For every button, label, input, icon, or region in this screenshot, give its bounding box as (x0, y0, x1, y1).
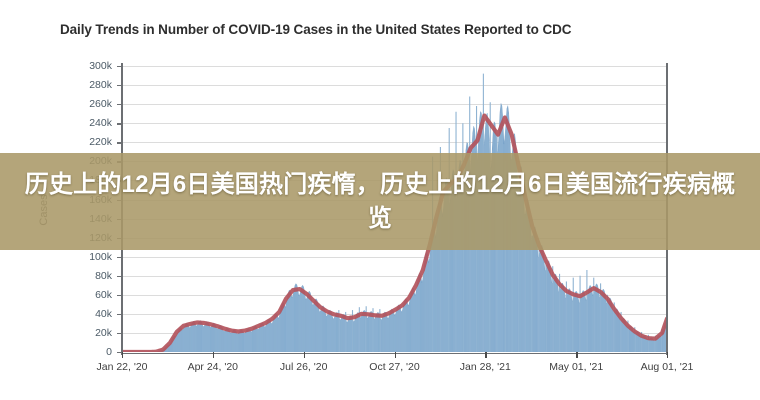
x-tick-label: Jan 22, '20 (96, 361, 148, 373)
y-tick-label: 240k (89, 117, 112, 130)
y-tick-mark (117, 85, 123, 87)
x-tick-label: Aug 01, '21 (640, 361, 694, 373)
x-axis-line (121, 352, 667, 354)
y-tick-mark (117, 142, 123, 144)
y-tick-label: 220k (89, 136, 112, 149)
gridline (122, 294, 667, 296)
y-tick-label: 300k (89, 60, 112, 72)
seven-day-average-line (122, 113, 667, 352)
y-tick-label: 60k (95, 288, 112, 301)
y-tick-label: 80k (95, 269, 112, 282)
x-tick-label: Jan 28, '21 (459, 361, 511, 373)
gridline (122, 256, 667, 258)
x-tick-label: Oct 27, '20 (369, 361, 420, 373)
gridline (122, 66, 667, 67)
x-tick-mark (303, 352, 306, 358)
x-tick-label: May 01, '21 (549, 361, 604, 373)
gridline (122, 313, 667, 315)
x-tick-label: Jul 26, '20 (279, 361, 328, 373)
x-tick-label: Apr 24, '20 (187, 361, 239, 373)
y-tick-mark (117, 332, 123, 335)
gridline (122, 275, 667, 277)
y-tick-mark (117, 294, 123, 297)
gridline (122, 142, 667, 144)
gridline (122, 104, 667, 106)
chart-title: Daily Trends in Number of COVID-19 Cases… (60, 22, 572, 37)
x-tick-mark (394, 352, 396, 358)
y-tick-mark (117, 256, 123, 259)
overlay-title-text: 历史上的12月6日美国热门疾惰，历史上的12月6日美国流行疾病概览 (24, 170, 736, 232)
overlay-banner: 历史上的12月6日美国热门疾惰，历史上的12月6日美国流行疾病概览 (0, 153, 760, 250)
y-tick-label: 100k (89, 250, 112, 263)
y-tick-mark (117, 104, 123, 106)
y-tick-mark (117, 66, 123, 68)
x-tick-mark (122, 352, 124, 358)
y-tick-mark (117, 123, 123, 125)
y-tick-mark (117, 275, 123, 278)
x-tick-mark (667, 352, 669, 358)
x-tick-mark (576, 352, 578, 358)
x-tick-mark (485, 352, 487, 358)
y-tick-label: 260k (89, 98, 112, 111)
y-tick-label: 20k (95, 326, 112, 339)
x-tick-mark (212, 352, 215, 358)
y-tick-label: 40k (95, 307, 112, 320)
gridline (122, 85, 667, 87)
gridline (122, 123, 667, 125)
y-tick-label: 0 (106, 346, 112, 358)
y-tick-mark (117, 313, 123, 316)
y-tick-label: 280k (89, 79, 112, 92)
y-tick-mark (117, 352, 123, 354)
